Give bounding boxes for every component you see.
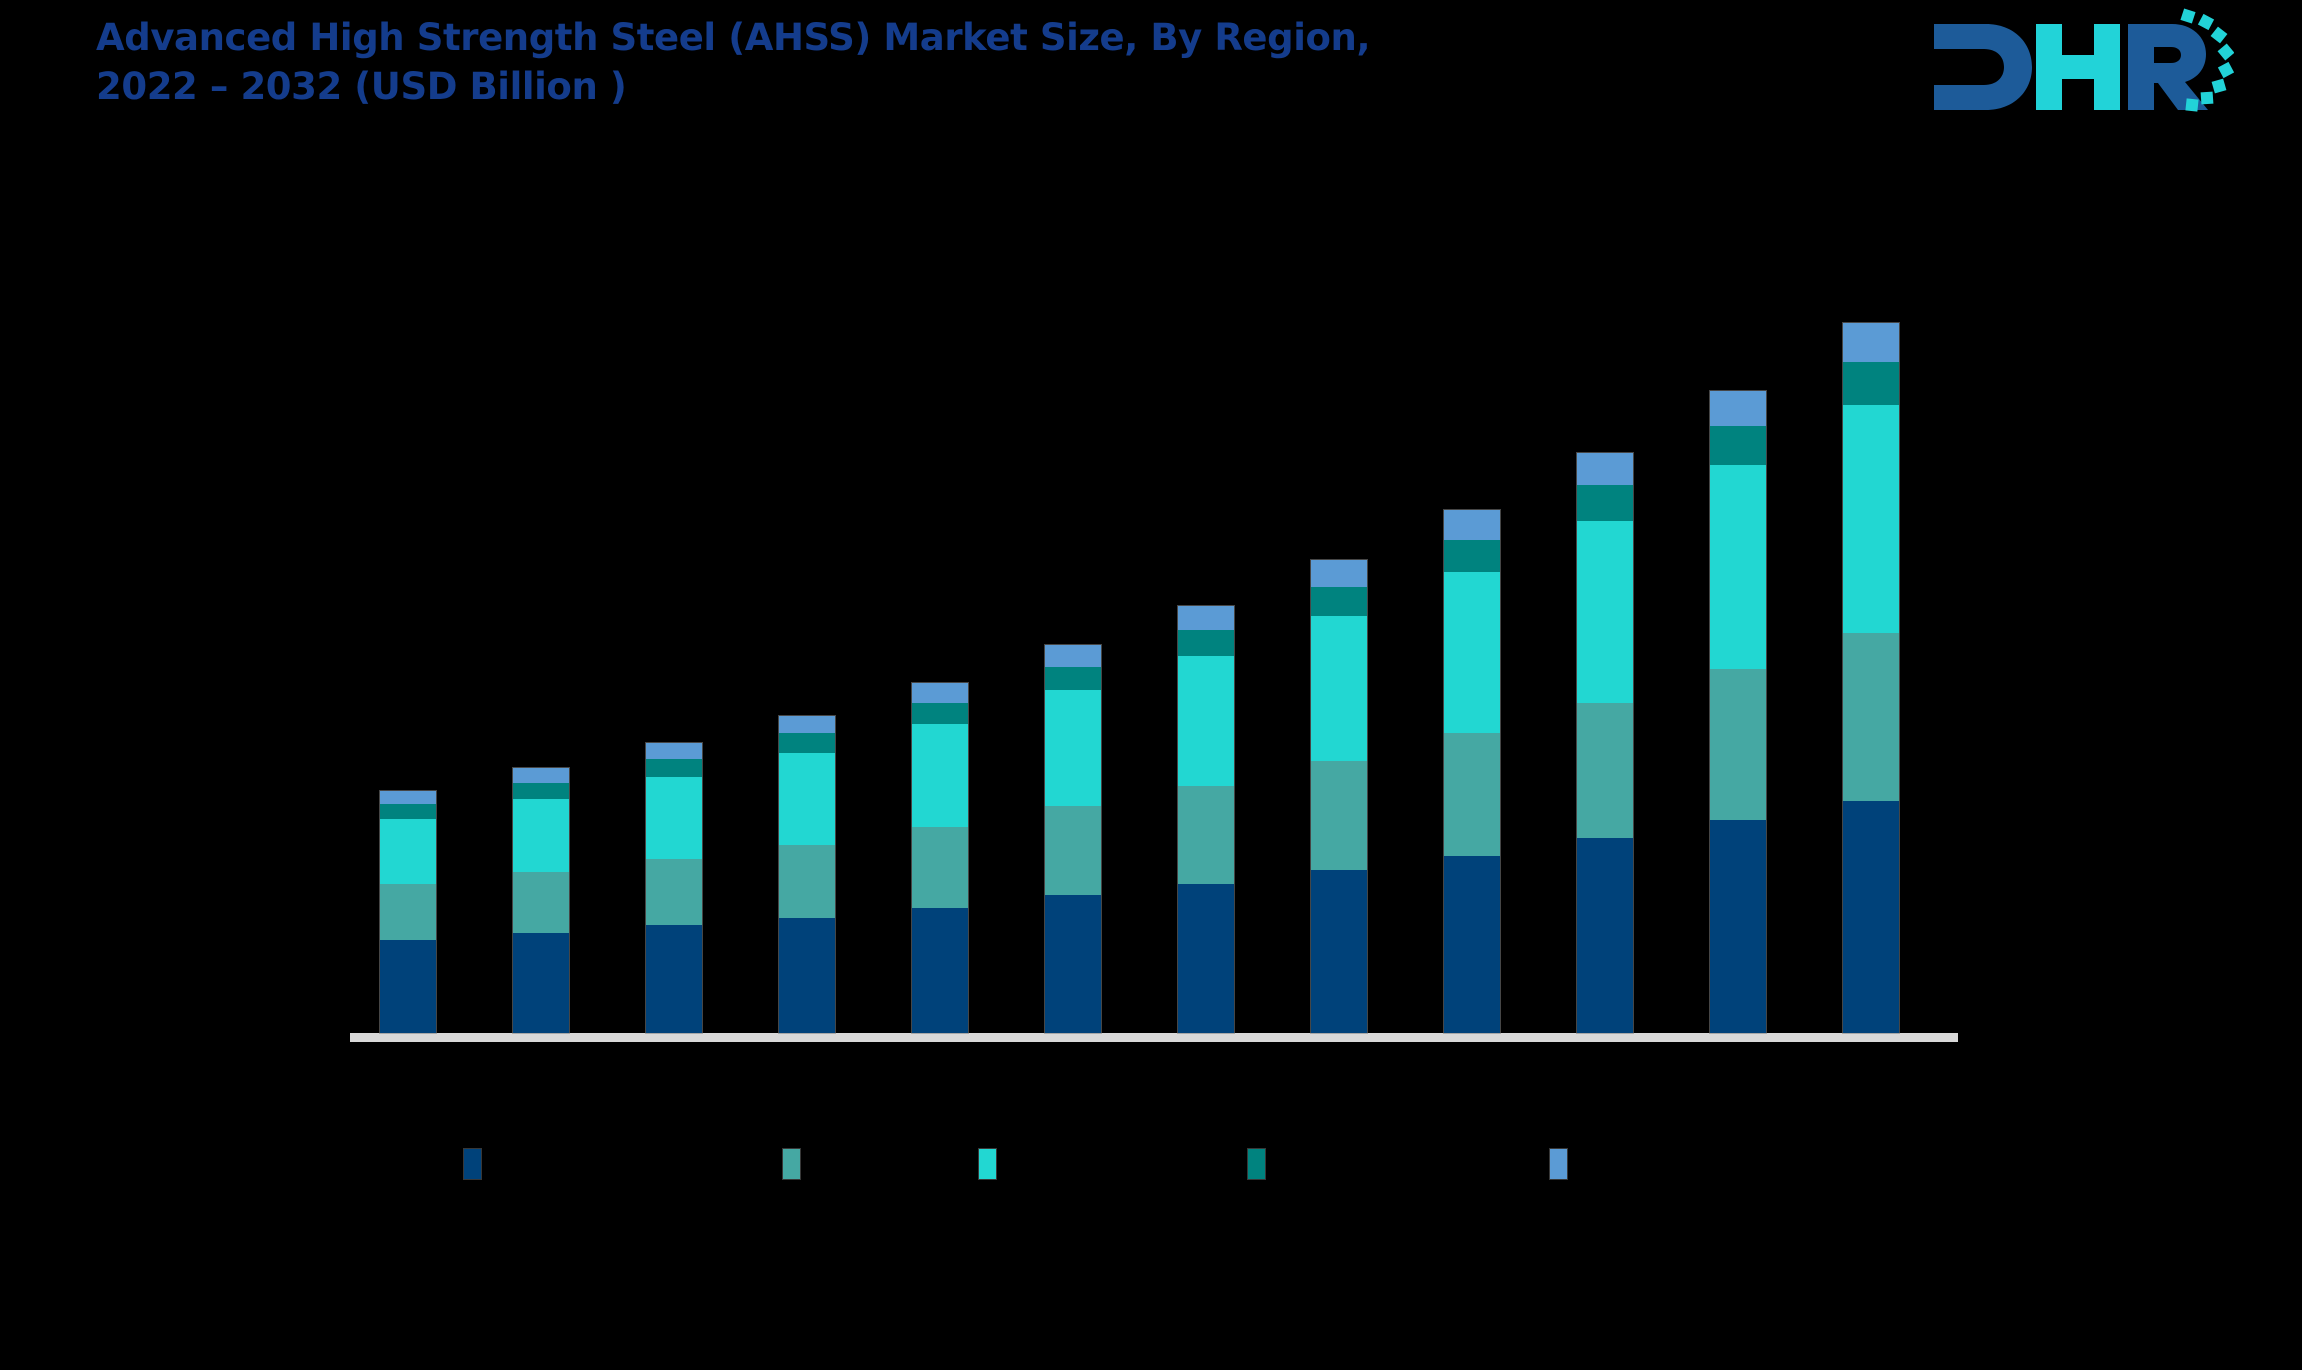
bar-segment[interactable] (1444, 855, 1500, 1033)
bar-segment[interactable] (380, 884, 436, 940)
legend-swatch-icon (1248, 1149, 1265, 1179)
bar-segment[interactable] (646, 924, 702, 1033)
bar-segment[interactable] (779, 917, 835, 1033)
bar-segment[interactable] (1843, 322, 1899, 362)
x-axis-line (350, 1033, 1958, 1042)
legend-item[interactable]: Asia Pacific (979, 1149, 1123, 1179)
bar-stack[interactable] (779, 716, 835, 1033)
bar-segment[interactable] (1178, 656, 1234, 786)
bar-segment[interactable] (1710, 426, 1766, 466)
bar-segment[interactable] (1045, 645, 1101, 667)
bar-segment[interactable] (779, 733, 835, 753)
bar-stack[interactable] (1311, 560, 1367, 1033)
bar-segment[interactable] (1045, 895, 1101, 1033)
bar-segment[interactable] (1178, 606, 1234, 630)
bar-segment[interactable] (1710, 390, 1766, 427)
legend-label: MEA (1577, 1152, 1623, 1176)
bar-segment[interactable] (912, 683, 968, 703)
logo-letter-d-icon (1934, 24, 2032, 110)
bar-segment[interactable] (1577, 453, 1633, 486)
bar-segment[interactable] (779, 752, 835, 845)
bar-segment[interactable] (513, 932, 569, 1033)
bar-segment[interactable] (1178, 629, 1234, 657)
legend-swatch-icon (1550, 1149, 1567, 1179)
bar-segment[interactable] (1577, 485, 1633, 521)
bar-segment[interactable] (912, 827, 968, 908)
legend-label: Europe (810, 1152, 884, 1176)
bar-stack[interactable] (1045, 645, 1101, 1033)
bar-segment[interactable] (380, 818, 436, 885)
bar-segment[interactable] (1444, 571, 1500, 734)
bar-segment[interactable] (1843, 800, 1899, 1033)
bar-segment[interactable] (1710, 668, 1766, 821)
bar-stack[interactable] (646, 743, 702, 1033)
bar-stack[interactable] (1444, 510, 1500, 1033)
bar-stack[interactable] (1577, 453, 1633, 1033)
legend-item[interactable]: Latin America (1248, 1149, 1420, 1179)
bar-segment[interactable] (1045, 805, 1101, 896)
bar-segment[interactable] (1045, 666, 1101, 691)
legend-swatch-icon (783, 1149, 800, 1179)
bar-segment[interactable] (912, 702, 968, 725)
bar-stack[interactable] (912, 683, 968, 1033)
legend-label: Latin America (1275, 1152, 1421, 1176)
bar-segment[interactable] (912, 907, 968, 1033)
bar-segment[interactable] (1843, 632, 1899, 801)
legend-item[interactable]: North America (464, 1149, 643, 1179)
bar-segment[interactable] (513, 872, 569, 933)
bar-segment[interactable] (513, 782, 569, 799)
bar-segment[interactable] (779, 844, 835, 918)
bar-segment[interactable] (1444, 733, 1500, 856)
bar-segment[interactable] (513, 798, 569, 873)
legend-swatch-icon (979, 1149, 996, 1179)
bar-segment[interactable] (912, 724, 968, 828)
bar-segment[interactable] (1843, 404, 1899, 633)
chart-title: Advanced High Strength Steel (AHSS) Mark… (96, 14, 1716, 112)
bar-stack[interactable] (1710, 390, 1766, 1033)
dhr-logo (1924, 6, 2234, 128)
logo-letter-h-icon (2036, 24, 2120, 110)
bar-segment[interactable] (1311, 586, 1367, 617)
chart-title-line-1: Advanced High Strength Steel (AHSS) Mark… (96, 16, 1371, 59)
bar-segment[interactable] (1045, 690, 1101, 806)
bar-segment[interactable] (1843, 361, 1899, 405)
bar-stack[interactable] (513, 768, 569, 1033)
bar-segment[interactable] (1178, 884, 1234, 1033)
legend-swatch-icon (464, 1149, 481, 1179)
bar-segment[interactable] (1311, 616, 1367, 761)
bar-segment[interactable] (1311, 560, 1367, 587)
bar-segment[interactable] (1577, 838, 1633, 1033)
bar-segment[interactable] (1444, 539, 1500, 572)
chart-legend: North America Europe Asia Pacific Latin Ame… (0, 1143, 2302, 1189)
bar-segment[interactable] (1577, 702, 1633, 839)
legend-label: North America (491, 1152, 644, 1176)
bar-stack[interactable] (1178, 606, 1234, 1033)
bar-stack[interactable] (380, 791, 436, 1033)
legend-label: Asia Pacific (1006, 1152, 1124, 1176)
logo-dot-arc-icon (2180, 8, 2234, 112)
bar-segment[interactable] (1444, 510, 1500, 540)
chart-title-line-2: 2022 – 2032 (USD Billion ) (96, 64, 627, 108)
logo-letter-r-icon (2128, 24, 2208, 110)
bar-segment[interactable] (380, 791, 436, 805)
bar-segment[interactable] (1710, 820, 1766, 1033)
bar-segment[interactable] (1311, 870, 1367, 1033)
bar-segment[interactable] (513, 768, 569, 783)
bar-segment[interactable] (779, 716, 835, 734)
legend-item[interactable]: Europe (783, 1149, 884, 1179)
bar-segment[interactable] (1311, 760, 1367, 871)
bar-segment[interactable] (646, 759, 702, 777)
bar-segment[interactable] (1178, 785, 1234, 885)
bar-stack[interactable] (1843, 322, 1899, 1033)
bar-segment[interactable] (646, 776, 702, 859)
bar-segment[interactable] (1577, 520, 1633, 703)
bar-segment[interactable] (646, 743, 702, 760)
bar-segment[interactable] (380, 804, 436, 819)
bar-segment[interactable] (646, 858, 702, 925)
legend-item[interactable]: MEA (1550, 1149, 1623, 1179)
bar-segment[interactable] (380, 939, 436, 1033)
bar-segment[interactable] (1710, 465, 1766, 669)
